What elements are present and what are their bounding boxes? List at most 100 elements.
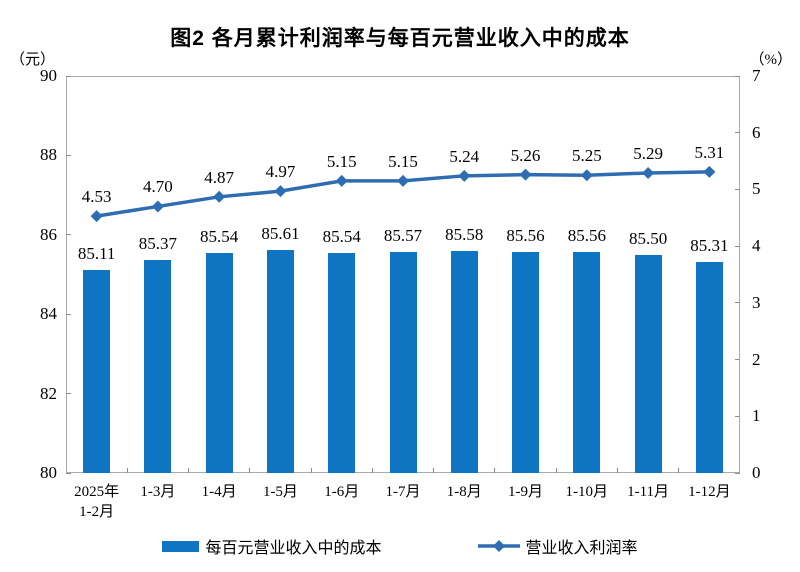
line-marker	[151, 200, 164, 213]
right-axis-tick-label: 2	[752, 349, 761, 369]
right-axis-tick-label: 0	[752, 463, 761, 482]
cost-bar	[573, 252, 601, 473]
bar-value-label: 85.56	[506, 226, 545, 246]
right-axis-tickmark	[735, 245, 740, 247]
cost-bar	[634, 254, 662, 473]
cost-bar	[266, 250, 294, 473]
legend: 每百元营业收入中的成本 营业收入利润率	[0, 534, 800, 558]
line-value-label: 5.26	[510, 145, 541, 165]
line-marker	[642, 166, 655, 179]
line-value-label: 5.29	[633, 143, 663, 163]
right-axis-tickmark	[735, 75, 740, 77]
cost-bar	[328, 253, 356, 473]
left-axis-tickmark	[66, 75, 71, 77]
bar-value-label: 85.56	[567, 226, 606, 246]
x-axis-tickmark	[678, 468, 680, 473]
line-value-label: 5.15	[388, 151, 418, 171]
line-marker	[397, 174, 409, 187]
right-axis-tickmark	[735, 132, 740, 134]
cost-bar	[205, 253, 233, 473]
x-axis-tickmark	[371, 468, 373, 473]
x-axis-tickmark	[433, 468, 435, 473]
x-axis-tickmark	[555, 468, 557, 473]
left-axis-tick-label: 86	[40, 224, 57, 244]
profit-rate-line	[90, 165, 716, 223]
x-axis-label: 1-5月	[250, 482, 311, 502]
right-axis-tick-label: 5	[752, 179, 761, 199]
bar-value-label: 85.54	[200, 227, 239, 247]
right-axis-tick-label: 6	[752, 122, 761, 142]
bar-value-label: 85.37	[138, 233, 178, 253]
x-axis-label: 1-3月	[127, 482, 188, 502]
line-marker	[335, 174, 348, 187]
line-marker	[519, 168, 532, 181]
x-axis-tickmark	[616, 468, 618, 473]
cost-bar	[83, 270, 111, 473]
left-axis-tickmark	[66, 393, 71, 395]
x-axis-label: 1-10月	[556, 482, 617, 502]
legend-item-cost: 每百元营业收入中的成本	[162, 534, 382, 558]
bar-value-label: 85.57	[383, 225, 423, 245]
x-axis-label-line: 1-10月	[565, 484, 609, 500]
line-marker	[580, 169, 593, 182]
left-axis-tickmark	[66, 154, 71, 156]
line-marker	[213, 190, 226, 203]
x-axis-label-line: 1-7月	[385, 484, 421, 500]
bar-value-label: 85.54	[322, 227, 361, 247]
x-axis-tickmark	[249, 468, 251, 473]
left-axis-tickmark	[66, 313, 71, 315]
left-axis-unit: （元）	[10, 52, 56, 68]
left-axis-tick-label: 82	[40, 383, 57, 403]
line-value-label: 4.70	[143, 177, 173, 197]
line-value-label: 4.53	[81, 187, 112, 207]
x-axis-label-line: 1-8月	[446, 484, 482, 500]
x-axis-label-line: 1-2月	[79, 504, 115, 520]
line-value-label: 4.97	[265, 162, 296, 182]
legend-item-profit: 营业收入利润率	[477, 534, 638, 558]
x-axis-label-line: 1-9月	[508, 484, 544, 500]
right-axis-tickmark	[735, 302, 740, 304]
x-axis-label: 1-6月	[311, 482, 372, 502]
bar-value-label: 85.58	[445, 225, 484, 245]
x-axis-label-line: 1-4月	[201, 484, 237, 500]
x-axis-label-line: 1-11月	[627, 484, 670, 500]
line-marker	[458, 169, 471, 182]
x-axis-label: 1-9月	[495, 482, 556, 502]
x-axis-label-line: 1-12月	[688, 484, 731, 500]
left-axis-tick-label: 90	[40, 66, 57, 85]
cost-bar	[450, 251, 478, 473]
line-marker	[90, 210, 103, 223]
line-value-label: 4.87	[204, 167, 235, 187]
bar-value-label: 85.50	[628, 228, 668, 248]
line-value-label: 5.31	[694, 142, 725, 162]
chart-title: 图2 各月累计利润率与每百元营业收入中的成本	[170, 27, 630, 50]
x-axis-tickmark	[126, 468, 128, 473]
x-axis-label: 2025年 1-2月	[66, 482, 127, 522]
line-value-label: 5.24	[449, 146, 480, 166]
bar-swatch-icon	[162, 540, 200, 552]
x-axis-tickmark	[494, 468, 496, 473]
bar-value-label: 85.11	[77, 244, 116, 264]
left-axis-tick-label: 80	[40, 463, 57, 482]
x-axis-label: 1-8月	[434, 482, 495, 502]
x-axis-tickmark	[310, 468, 312, 473]
x-axis-label: 1-11月	[617, 482, 678, 502]
line-marker	[274, 185, 287, 198]
line-value-label: 5.25	[571, 146, 602, 166]
left-axis-tickmark	[66, 234, 71, 236]
line-swatch-icon	[477, 539, 520, 553]
cost-bar	[695, 262, 723, 473]
right-axis-tick-label: 1	[752, 406, 761, 426]
bar-value-label: 85.31	[690, 236, 729, 256]
x-axis-tickmark	[188, 468, 190, 473]
x-axis-label: 1-12月	[679, 482, 740, 502]
right-axis-tick-label: 7	[752, 66, 761, 85]
right-axis-tickmark	[735, 472, 740, 474]
cost-bar	[389, 251, 417, 473]
x-axis-label-line: 1-6月	[324, 484, 360, 500]
line-value-label: 5.15	[326, 151, 357, 171]
x-axis-label: 1-4月	[189, 482, 250, 502]
left-axis-tick-label: 84	[40, 304, 57, 324]
right-axis-tickmark	[735, 415, 740, 417]
